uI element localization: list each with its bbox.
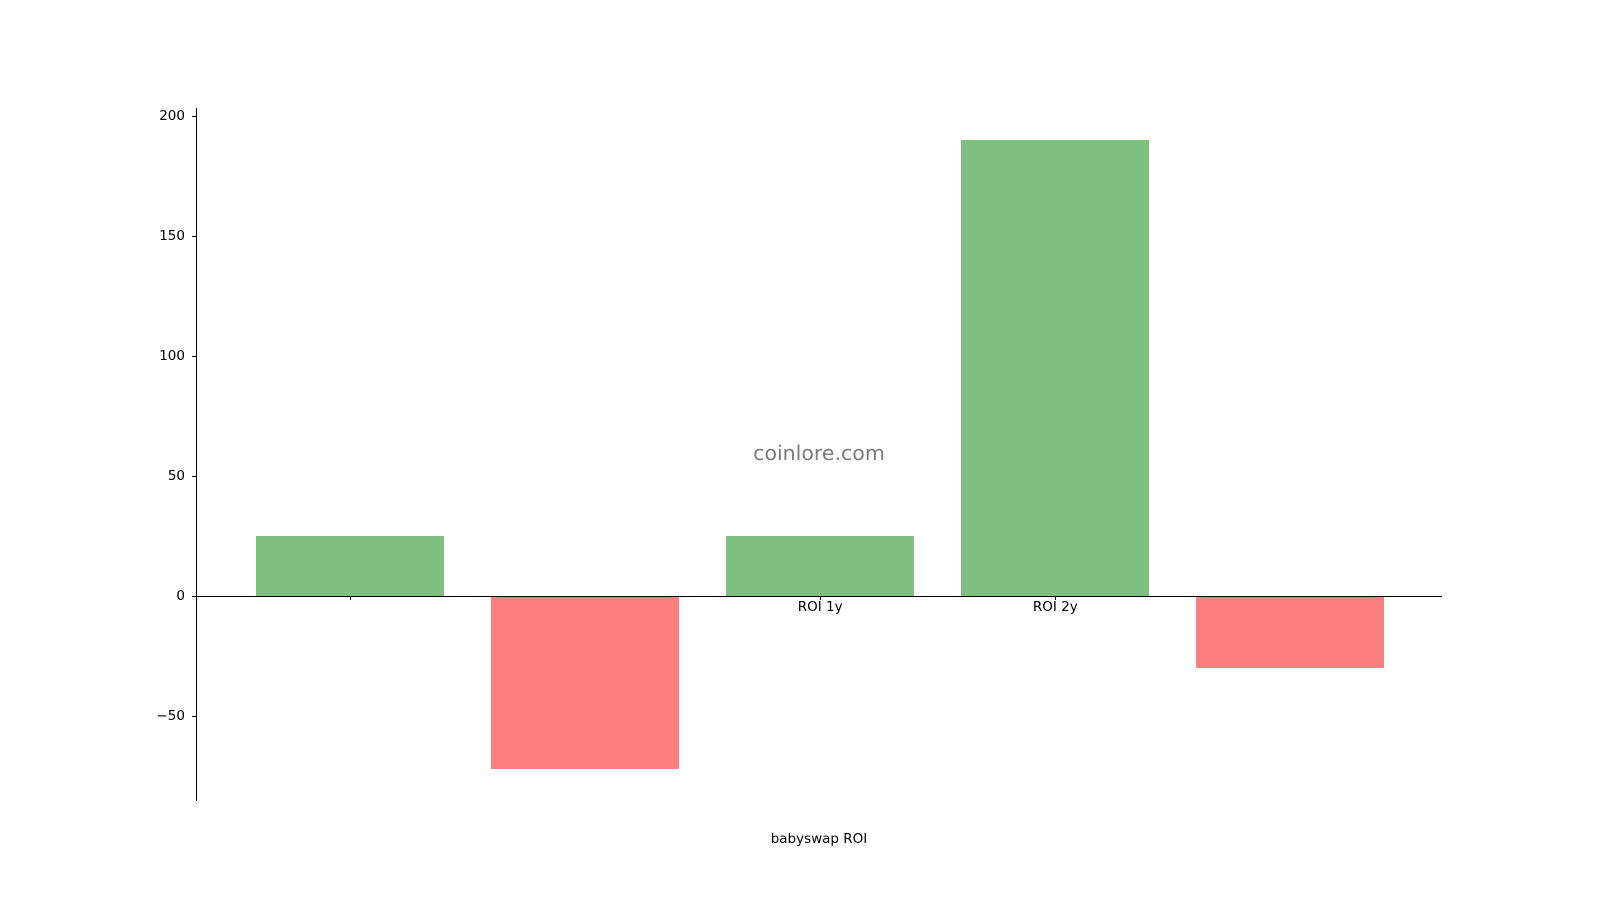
y-tick-label: −50 (156, 708, 186, 724)
x-axis-line (196, 596, 1442, 597)
x-tick (350, 596, 351, 600)
y-tick-label: 150 (159, 228, 185, 244)
y-tick-label: 50 (167, 468, 185, 484)
bar (726, 536, 915, 596)
y-tick (192, 116, 196, 117)
y-tick (192, 476, 196, 477)
y-tick (192, 356, 196, 357)
watermark: coinlore.com (753, 441, 885, 465)
y-tick-label: 100 (159, 348, 185, 364)
x-tick (820, 596, 822, 600)
x-tick-label: ROI 1y (797, 599, 843, 615)
y-tick (192, 236, 196, 237)
y-tick-label: 200 (159, 108, 185, 124)
x-tick (1055, 596, 1057, 600)
y-tick-label: 0 (176, 588, 185, 604)
y-axis-spine (196, 107, 197, 801)
bar (1196, 596, 1385, 668)
bar (961, 140, 1150, 596)
y-tick (192, 716, 196, 717)
bar (491, 596, 680, 769)
bar (256, 536, 444, 596)
y-tick (192, 596, 196, 597)
x-tick-label: ROI 2y (1032, 599, 1078, 615)
x-axis-title: babyswap ROI (770, 831, 868, 847)
